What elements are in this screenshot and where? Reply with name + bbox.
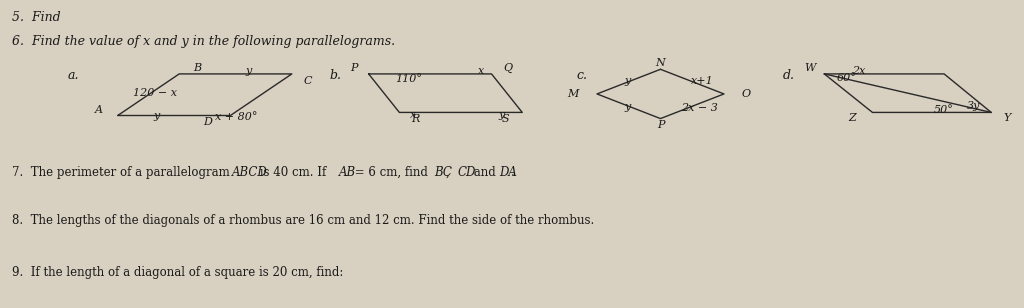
Text: 2x: 2x bbox=[852, 66, 865, 76]
Text: is 40 cm. If: is 40 cm. If bbox=[256, 166, 330, 179]
Text: Q: Q bbox=[504, 63, 512, 73]
Text: y: y bbox=[499, 110, 505, 120]
Text: ,: , bbox=[445, 166, 454, 179]
Text: x: x bbox=[410, 110, 416, 120]
Text: c.: c. bbox=[577, 69, 587, 82]
Text: S: S bbox=[502, 114, 510, 124]
Text: and: and bbox=[470, 166, 499, 179]
Text: b.: b. bbox=[330, 69, 342, 82]
Text: 2x − 3: 2x − 3 bbox=[681, 103, 718, 113]
Text: a.: a. bbox=[68, 69, 80, 82]
Text: DA: DA bbox=[500, 166, 517, 179]
Text: C: C bbox=[304, 76, 312, 86]
Text: y: y bbox=[625, 102, 631, 112]
Text: 110°: 110° bbox=[395, 75, 422, 84]
Text: P: P bbox=[656, 120, 665, 130]
Text: x: x bbox=[478, 67, 484, 76]
Text: Z: Z bbox=[848, 113, 856, 123]
Text: = 6 cm, find: = 6 cm, find bbox=[351, 166, 431, 179]
Text: ABCD: ABCD bbox=[232, 166, 268, 179]
Text: BC: BC bbox=[434, 166, 452, 179]
Text: y: y bbox=[625, 76, 631, 86]
Text: CD: CD bbox=[458, 166, 476, 179]
Text: Y: Y bbox=[1004, 113, 1012, 123]
Text: AB: AB bbox=[339, 166, 356, 179]
Text: 120 − x: 120 − x bbox=[133, 88, 177, 98]
Text: x+1: x+1 bbox=[691, 76, 714, 86]
Text: 7.  The perimeter of a parallelogram: 7. The perimeter of a parallelogram bbox=[12, 166, 233, 179]
Text: D: D bbox=[204, 117, 212, 127]
Text: 6.  Find the value of x and y in the following parallelograms.: 6. Find the value of x and y in the foll… bbox=[12, 35, 395, 48]
Text: 9.  If the length of a diagonal of a square is 20 cm, find:: 9. If the length of a diagonal of a squa… bbox=[12, 266, 344, 279]
Text: 50°: 50° bbox=[934, 105, 953, 115]
Text: .: . bbox=[511, 166, 515, 179]
Text: x + 80°: x + 80° bbox=[215, 112, 258, 122]
Text: y: y bbox=[154, 111, 160, 121]
Text: M: M bbox=[566, 89, 579, 99]
Text: O: O bbox=[742, 89, 751, 99]
Text: y: y bbox=[246, 67, 252, 76]
Text: A: A bbox=[95, 105, 103, 115]
Text: W: W bbox=[804, 63, 816, 73]
Text: 5.  Find: 5. Find bbox=[12, 11, 60, 24]
Text: R: R bbox=[412, 114, 420, 124]
Text: B: B bbox=[194, 63, 202, 73]
Text: d.: d. bbox=[782, 69, 795, 82]
Text: P: P bbox=[350, 63, 358, 73]
Text: 3y: 3y bbox=[967, 101, 980, 111]
Text: 8.  The lengths of the diagonals of a rhombus are 16 cm and 12 cm. Find the side: 8. The lengths of the diagonals of a rho… bbox=[12, 214, 595, 227]
Text: 60°: 60° bbox=[837, 73, 856, 83]
Text: N: N bbox=[655, 58, 666, 67]
